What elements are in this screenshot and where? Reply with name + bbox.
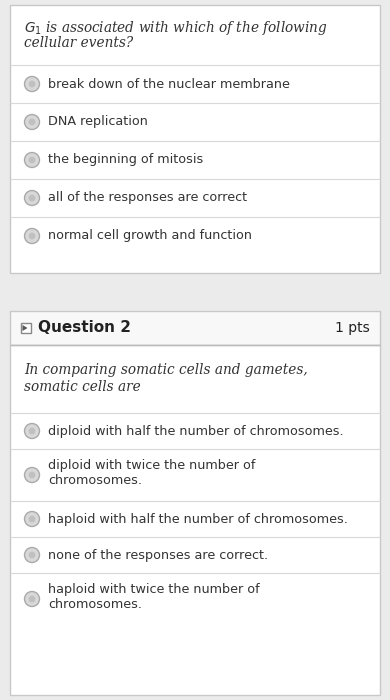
- Text: In comparing somatic cells and gametes,: In comparing somatic cells and gametes,: [24, 363, 308, 377]
- Text: break down of the nuclear membrane: break down of the nuclear membrane: [48, 78, 290, 90]
- Text: normal cell growth and function: normal cell growth and function: [48, 230, 252, 242]
- Text: Question 2: Question 2: [38, 321, 131, 335]
- Circle shape: [28, 596, 35, 603]
- Circle shape: [28, 157, 35, 163]
- Polygon shape: [23, 325, 28, 331]
- FancyBboxPatch shape: [10, 345, 380, 695]
- Text: haploid with half the number of chromosomes.: haploid with half the number of chromoso…: [48, 512, 348, 526]
- Text: $G_1$ is associated with which of the following: $G_1$ is associated with which of the fo…: [24, 19, 328, 37]
- Circle shape: [25, 76, 39, 92]
- Text: haploid with twice the number of: haploid with twice the number of: [48, 583, 260, 596]
- Circle shape: [25, 190, 39, 206]
- Circle shape: [25, 153, 39, 167]
- Circle shape: [28, 516, 35, 522]
- Circle shape: [28, 552, 35, 559]
- Text: all of the responses are correct: all of the responses are correct: [48, 192, 247, 204]
- Circle shape: [25, 468, 39, 482]
- Text: diploid with half the number of chromosomes.: diploid with half the number of chromoso…: [48, 424, 344, 438]
- FancyBboxPatch shape: [10, 311, 380, 345]
- FancyBboxPatch shape: [21, 323, 31, 333]
- FancyBboxPatch shape: [10, 5, 380, 273]
- Text: cellular events?: cellular events?: [24, 36, 133, 50]
- Text: chromosomes.: chromosomes.: [48, 474, 142, 487]
- Text: none of the responses are correct.: none of the responses are correct.: [48, 549, 268, 561]
- Text: diploid with twice the number of: diploid with twice the number of: [48, 459, 255, 472]
- Circle shape: [28, 232, 35, 239]
- Circle shape: [25, 424, 39, 438]
- Circle shape: [28, 118, 35, 125]
- Text: somatic cells are: somatic cells are: [24, 380, 141, 394]
- Circle shape: [28, 195, 35, 202]
- Circle shape: [25, 512, 39, 526]
- Circle shape: [28, 472, 35, 478]
- Circle shape: [25, 592, 39, 606]
- Circle shape: [28, 80, 35, 88]
- Text: DNA replication: DNA replication: [48, 116, 148, 129]
- Circle shape: [25, 228, 39, 244]
- Circle shape: [25, 547, 39, 563]
- Circle shape: [25, 115, 39, 130]
- Text: chromosomes.: chromosomes.: [48, 598, 142, 611]
- Circle shape: [28, 428, 35, 435]
- Text: the beginning of mitosis: the beginning of mitosis: [48, 153, 203, 167]
- Text: 1 pts: 1 pts: [335, 321, 370, 335]
